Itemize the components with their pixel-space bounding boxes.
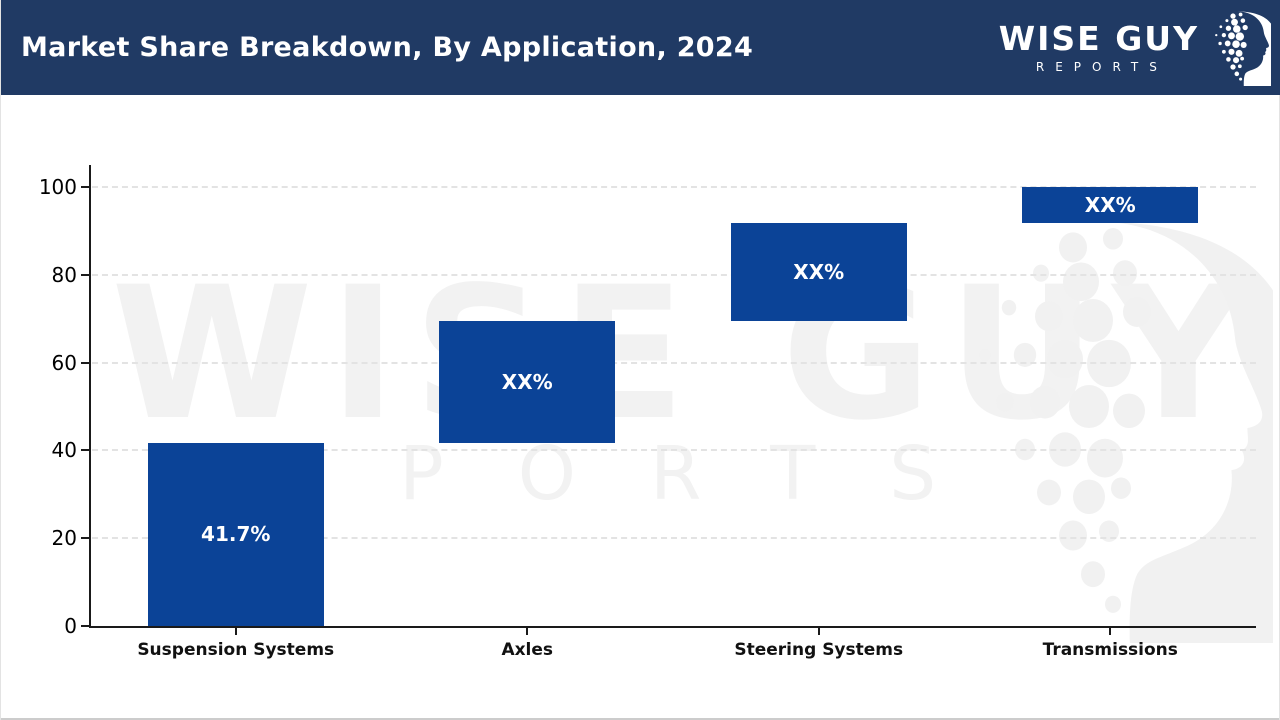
category-label: Steering Systems: [734, 640, 904, 660]
x-tick: [817, 628, 820, 635]
page-title: Market Share Breakdown, By Application, …: [21, 32, 754, 63]
bar-value-label: XX%: [1084, 193, 1136, 218]
brand-logo: WISE GUY REPORTS: [999, 7, 1271, 89]
bar-axles: XX%: [439, 321, 616, 443]
bar-transmissions: XX%: [1022, 187, 1199, 224]
bar-value-label: 41.7%: [201, 522, 271, 547]
bar-steering-systems: XX%: [730, 223, 907, 322]
bar-value-label: XX%: [793, 260, 845, 285]
y-tick: [81, 625, 90, 627]
gridline-y40: [92, 449, 1256, 452]
gridline-y20: [92, 537, 1256, 540]
y-tick-label: 40: [51, 438, 77, 463]
category-label: Axles: [501, 640, 554, 660]
x-tick: [526, 628, 529, 635]
header-bar: Market Share Breakdown, By Application, …: [1, 0, 1280, 95]
watermark-face-icon: [979, 221, 1273, 643]
gridline-y80: [92, 273, 1256, 276]
y-tick-label: 80: [51, 262, 77, 287]
bottom-border: [1, 718, 1279, 720]
chart-area: WISE GUY REPORTS 0 20 40 60 80 100 41.7% Suspen…: [1, 95, 1280, 718]
reports-wordmark: REPORTS: [1035, 59, 1168, 74]
category-label: Suspension Systems: [137, 640, 335, 660]
x-axis: [89, 626, 1256, 628]
y-tick: [81, 449, 90, 452]
y-tick-label: 100: [38, 175, 77, 199]
dotted-face-icon: [1215, 11, 1271, 86]
y-tick-label: 0: [64, 614, 77, 638]
y-tick: [81, 537, 90, 540]
y-tick-label: 60: [51, 350, 77, 375]
y-tick: [81, 186, 90, 188]
y-axis: [89, 165, 91, 628]
y-tick-label: 20: [51, 526, 77, 551]
category-label: Transmissions: [1042, 640, 1178, 660]
gridline-y60: [92, 361, 1256, 364]
gridline-y100: [92, 186, 1256, 188]
brand-wordmark: WISE GUY REPORTS: [999, 22, 1199, 74]
bar-value-label: XX%: [501, 370, 553, 395]
x-tick: [234, 628, 237, 635]
bar-suspension-systems: 41.7%: [147, 442, 324, 626]
x-tick: [1109, 628, 1112, 635]
wiseguy-wordmark: WISE GUY: [998, 18, 1199, 58]
y-tick: [81, 361, 90, 364]
y-tick: [81, 273, 90, 276]
